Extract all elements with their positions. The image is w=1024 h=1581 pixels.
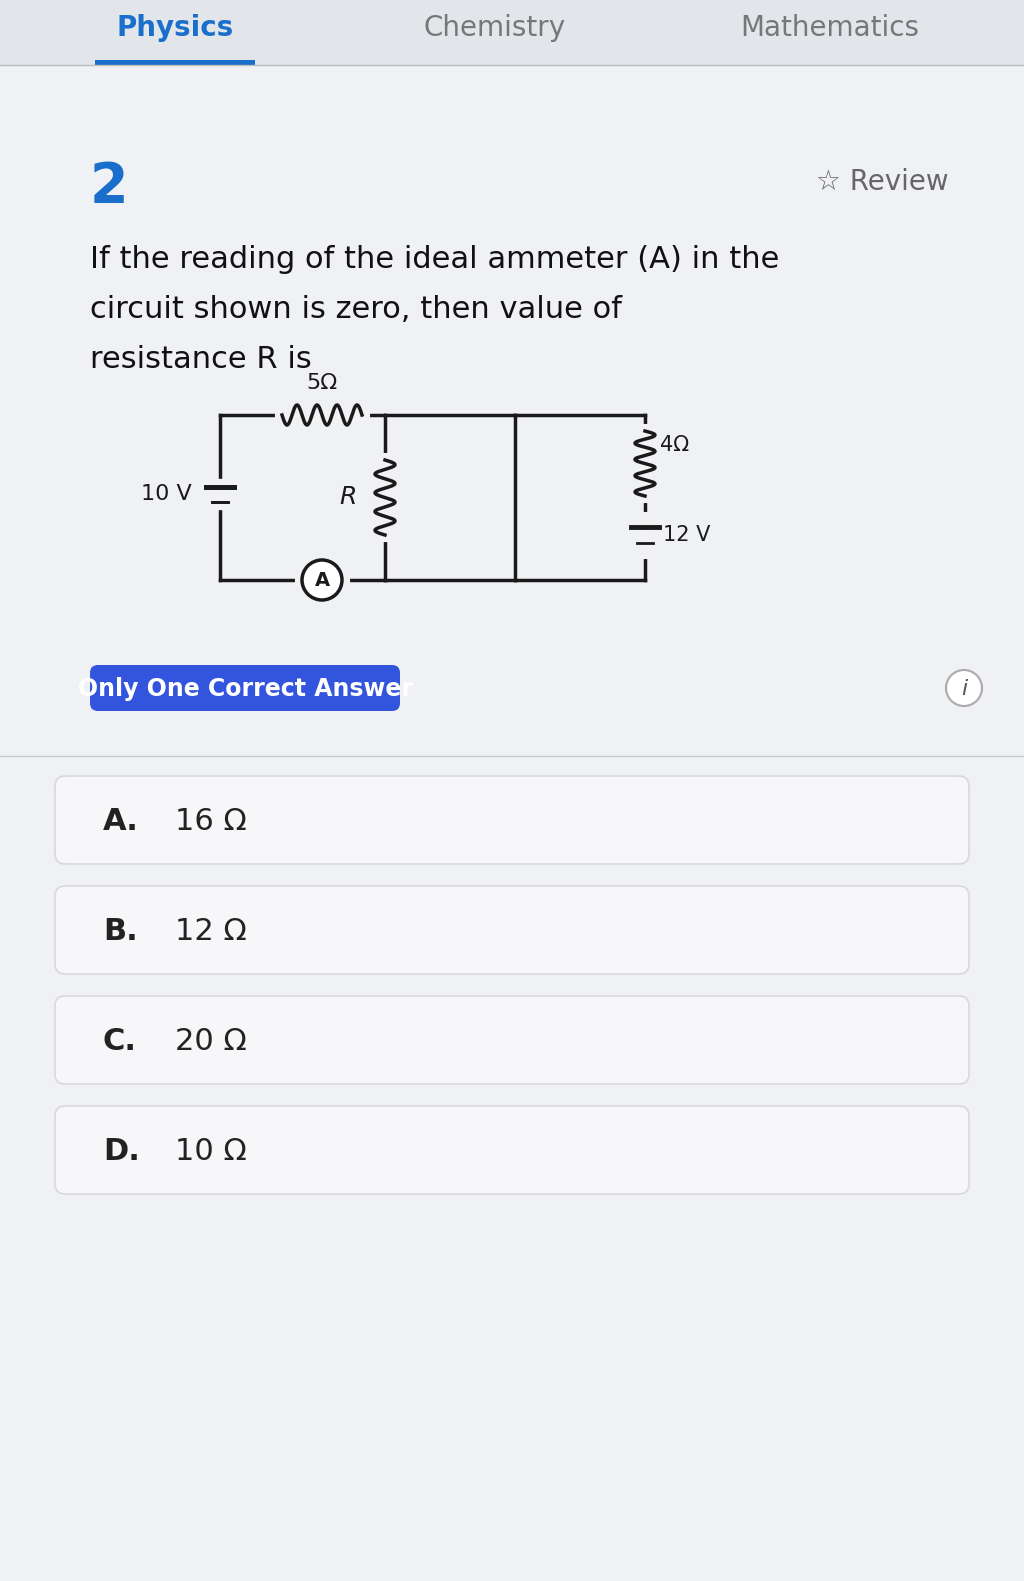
Text: 20 Ω: 20 Ω — [175, 1028, 247, 1056]
Text: A.: A. — [103, 808, 139, 836]
FancyBboxPatch shape — [55, 1107, 969, 1194]
Text: 10 V: 10 V — [141, 484, 193, 504]
Text: 12 Ω: 12 Ω — [175, 917, 247, 947]
Text: ☆ Review: ☆ Review — [816, 168, 949, 196]
Text: 10 Ω: 10 Ω — [175, 1137, 247, 1167]
Text: 4Ω: 4Ω — [660, 435, 689, 455]
Text: circuit shown is zero, then value of: circuit shown is zero, then value of — [90, 296, 622, 324]
FancyBboxPatch shape — [55, 996, 969, 1085]
FancyBboxPatch shape — [55, 776, 969, 863]
Text: 16 Ω: 16 Ω — [175, 808, 247, 836]
Bar — [0, 0, 1024, 65]
Text: A: A — [314, 571, 330, 590]
Text: i: i — [961, 678, 967, 699]
Text: D.: D. — [103, 1137, 140, 1167]
Text: Physics: Physics — [117, 14, 233, 43]
Text: 5Ω: 5Ω — [306, 373, 338, 394]
Text: resistance R is: resistance R is — [90, 345, 311, 375]
Circle shape — [946, 670, 982, 707]
Text: C.: C. — [103, 1028, 137, 1056]
Text: R: R — [340, 485, 357, 509]
Text: If the reading of the ideal ammeter (A) in the: If the reading of the ideal ammeter (A) … — [90, 245, 779, 274]
Circle shape — [302, 560, 342, 601]
Text: B.: B. — [103, 917, 138, 947]
Text: Only One Correct Answer: Only One Correct Answer — [78, 677, 413, 700]
FancyBboxPatch shape — [55, 885, 969, 974]
Text: Mathematics: Mathematics — [740, 14, 920, 43]
Text: Chemistry: Chemistry — [424, 14, 566, 43]
Bar — [95, 60, 255, 65]
Text: 2: 2 — [90, 160, 129, 213]
FancyBboxPatch shape — [90, 666, 400, 711]
Text: 12 V: 12 V — [663, 525, 711, 545]
